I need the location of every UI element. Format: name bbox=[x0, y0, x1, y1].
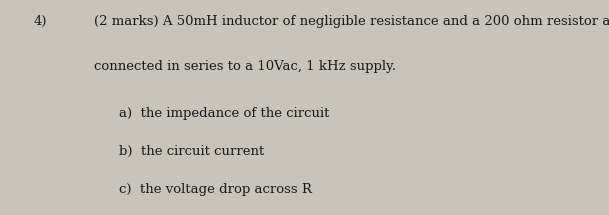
Text: connected in series to a 10Vac, 1 kHz supply.: connected in series to a 10Vac, 1 kHz su… bbox=[94, 60, 396, 73]
Text: a)  the impedance of the circuit: a) the impedance of the circuit bbox=[119, 108, 329, 120]
Text: c)  the voltage drop across R: c) the voltage drop across R bbox=[119, 183, 312, 196]
Text: (2 marks) A 50mH inductor of negligible resistance and a 200 ohm resistor are: (2 marks) A 50mH inductor of negligible … bbox=[94, 15, 609, 28]
Text: 4): 4) bbox=[33, 15, 47, 28]
Text: b)  the circuit current: b) the circuit current bbox=[119, 145, 264, 158]
